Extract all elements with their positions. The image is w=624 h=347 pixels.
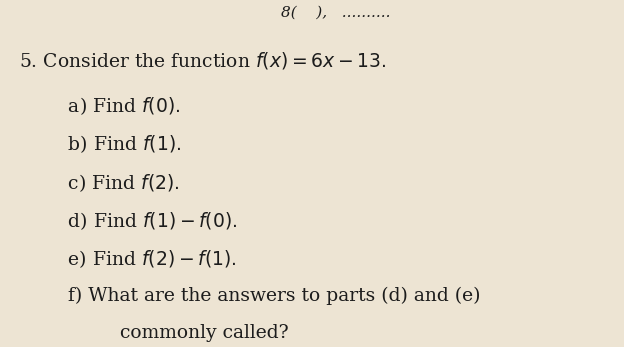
Text: d) Find $f(1) - f(0).$: d) Find $f(1) - f(0).$ bbox=[50, 210, 237, 232]
Text: commonly called?: commonly called? bbox=[84, 324, 289, 342]
Text: e) Find $f(2) - f(1).$: e) Find $f(2) - f(1).$ bbox=[50, 248, 236, 270]
Text: b) Find $f(1).$: b) Find $f(1).$ bbox=[50, 134, 181, 155]
Text: 5. Consider the function $f(x) = 6x - 13.$: 5. Consider the function $f(x) = 6x - 13… bbox=[19, 50, 386, 71]
Text: c) Find $f(2).$: c) Find $f(2).$ bbox=[50, 172, 180, 194]
Text: a) Find $f(0).$: a) Find $f(0).$ bbox=[50, 95, 180, 117]
Text: 8(    ),   ..........: 8( ), .......... bbox=[281, 5, 390, 19]
Text: f) What are the answers to parts (d) and (e): f) What are the answers to parts (d) and… bbox=[50, 286, 480, 305]
